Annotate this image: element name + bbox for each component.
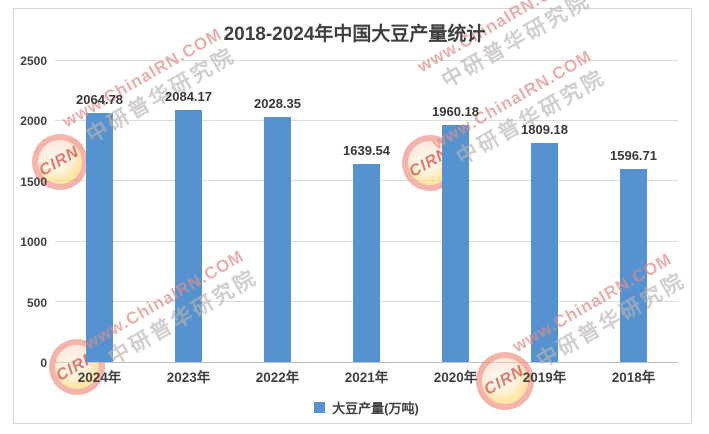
legend: 大豆产量(万吨) [55,398,678,416]
x-axis-line [55,361,678,363]
chart-title: 2018-2024年中国大豆产量统计 [223,24,486,45]
x-axis-tick-label: 2018年 [611,370,656,385]
bar-value-label: 1596.71 [610,148,657,164]
legend-swatch-icon [314,401,326,413]
x-axis-tick-label: 2019年 [522,370,567,385]
y-axis-tick-label: 2000 [20,114,47,129]
legend-label: 大豆产量(万吨) [332,400,419,416]
y-axis-tick-label: 1500 [20,174,47,189]
bar [442,125,469,362]
bar-value-label: 1809.18 [521,122,568,138]
bar-value-label: 1639.54 [343,142,390,158]
y-axis-tick-label: 0 [40,356,47,370]
bar [86,112,113,362]
bar-value-label: 2084.17 [165,89,212,105]
bar [353,163,380,362]
x-axis-tick-label: 2023年 [166,370,211,385]
x-axis-tick-label: 2021年 [344,370,389,385]
x-axis-tick-label: 2022年 [255,370,300,385]
bar-value-label: 2028.35 [254,95,301,111]
bar-value-label: 1960.18 [432,104,479,120]
y-axis-tick-label: 500 [26,295,47,310]
bar [531,143,558,362]
bar [264,116,291,362]
x-axis-tick-label: 2020年 [433,370,478,385]
chart-frame [13,8,692,424]
y-axis-tick-label: 2500 [20,54,47,68]
gridline [55,119,678,121]
bar [175,110,202,362]
bar [620,169,647,362]
gridline [55,59,678,61]
bar-value-label: 2064.78 [76,91,123,107]
y-axis-tick-label: 1000 [20,235,47,250]
x-axis-tick-label: 2024年 [77,370,122,385]
